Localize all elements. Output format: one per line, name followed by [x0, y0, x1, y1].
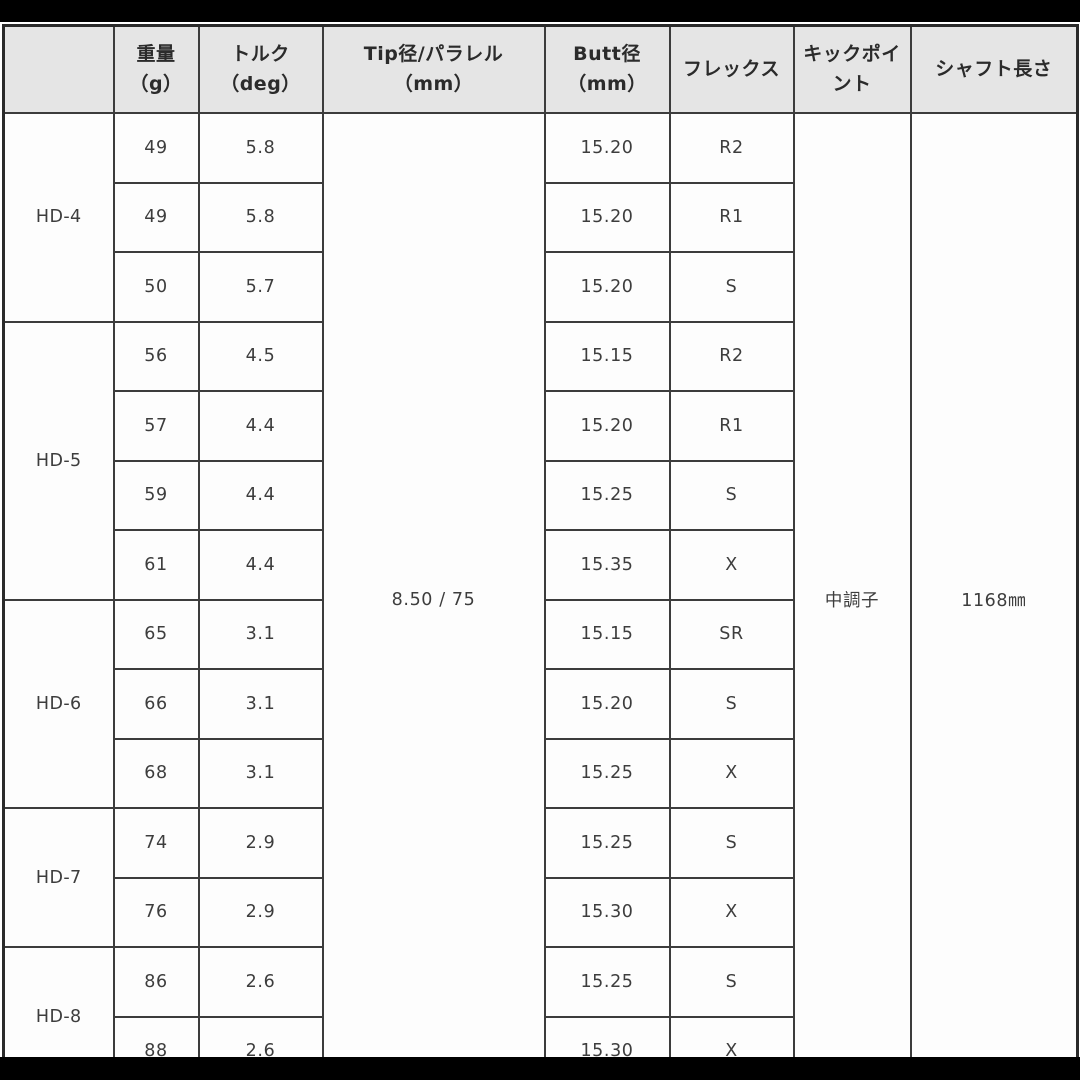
flex-cell: R2: [668, 320, 795, 392]
table-row: HD-4 49 5.8 8.50 / 75 15.20 R2 中調子 1168㎜: [2, 112, 1079, 1080]
spec-table-body: HD-4 49 5.8 8.50 / 75 15.20 R2 中調子 1168㎜ 49 5.8 15…: [2, 112, 1079, 1080]
flex-cell: R1: [668, 390, 795, 462]
bottom-letterbox-bar: [0, 1057, 1080, 1080]
torque-cell: 5.8: [197, 112, 324, 184]
tip-diameter-merged-cell: 8.50 / 75: [321, 112, 546, 1080]
header-model: [2, 24, 115, 114]
weight-cell: 66: [112, 668, 200, 740]
table-row: 50 5.7 15.20 S: [4, 251, 1078, 323]
table-row: 68 3.1 15.25 X: [4, 737, 1078, 809]
weight-cell: 57: [112, 390, 200, 462]
flex-cell: S: [668, 946, 795, 1018]
table-row: HD-5 56 4.5 15.15 R2: [2, 320, 1078, 601]
table-row: HD-8 86 2.6 15.25 S: [2, 946, 1078, 1080]
header-kick-point: キックポイ ント: [792, 24, 912, 114]
header-row: 重量 （g） トルク （deg） Tip径/パラレル （mm） Butt径 （m…: [2, 24, 1079, 114]
torque-cell: 3.1: [197, 737, 324, 809]
butt-diameter-cell: 15.35: [543, 529, 671, 601]
torque-cell: 4.5: [197, 320, 324, 392]
butt-diameter-cell: 15.25: [543, 946, 671, 1018]
butt-diameter-cell: 15.20: [543, 251, 671, 323]
model-cell: HD-7: [2, 807, 115, 948]
butt-diameter-cell: 15.15: [543, 598, 671, 670]
header-tip-diameter: Tip径/パラレル （mm）: [321, 24, 546, 114]
flex-cell: S: [668, 251, 795, 323]
header-weight: 重量 （g）: [112, 24, 200, 114]
flex-cell: X: [668, 876, 795, 948]
weight-cell: 59: [112, 459, 200, 531]
torque-cell: 2.9: [197, 807, 324, 879]
weight-cell: 65: [112, 598, 200, 670]
butt-diameter-cell: 15.25: [543, 737, 671, 809]
header-flex: フレックス: [668, 24, 795, 114]
weight-cell: 50: [112, 251, 200, 323]
table-row: 49 5.8 15.20 R1: [4, 181, 1078, 253]
torque-cell: 4.4: [197, 529, 324, 601]
torque-cell: 4.4: [197, 459, 324, 531]
table-row: 59 4.4 15.25 S: [4, 459, 1078, 531]
weight-cell: 86: [112, 946, 200, 1018]
model-cell: HD-5: [2, 320, 115, 601]
kick-point-merged-cell: 中調子: [792, 112, 912, 1080]
torque-cell: 3.1: [197, 598, 324, 670]
weight-cell: 76: [112, 876, 200, 948]
shaft-spec-table: 重量 （g） トルク （deg） Tip径/パラレル （mm） Butt径 （m…: [2, 24, 1079, 1080]
flex-cell: R1: [668, 181, 795, 253]
table-row: 57 4.4 15.20 R1: [4, 390, 1078, 462]
flex-cell: R2: [668, 112, 795, 184]
butt-diameter-cell: 15.20: [543, 668, 671, 740]
weight-cell: 74: [112, 807, 200, 879]
butt-diameter-cell: 15.20: [543, 390, 671, 462]
model-cell: HD-4: [2, 112, 115, 323]
table-row: 61 4.4 15.35 X: [4, 529, 1078, 601]
flex-cell: X: [668, 737, 795, 809]
table-row: HD-6 65 3.1 15.15 SR: [2, 598, 1078, 809]
header-butt-diameter: Butt径 （mm）: [543, 24, 671, 114]
torque-cell: 5.8: [197, 181, 324, 253]
weight-cell: 68: [112, 737, 200, 809]
table-row: 76 2.9 15.30 X: [4, 876, 1078, 948]
weight-cell: 56: [112, 320, 200, 392]
shaft-length-merged-cell: 1168㎜: [909, 112, 1079, 1080]
header-shaft-length: シャフト長さ: [909, 24, 1079, 114]
table-row: HD-7 74 2.9 15.25 S: [2, 807, 1078, 948]
butt-diameter-cell: 15.15: [543, 320, 671, 392]
flex-cell: X: [668, 529, 795, 601]
butt-diameter-cell: 15.25: [543, 807, 671, 879]
weight-cell: 61: [112, 529, 200, 601]
torque-cell: 3.1: [197, 668, 324, 740]
torque-cell: 5.7: [197, 251, 324, 323]
butt-diameter-cell: 15.30: [543, 876, 671, 948]
flex-cell: SR: [668, 598, 795, 670]
top-letterbox-bar: [0, 0, 1080, 22]
butt-diameter-cell: 15.20: [543, 112, 671, 184]
butt-diameter-cell: 15.20: [543, 181, 671, 253]
torque-cell: 4.4: [197, 390, 324, 462]
header-torque: トルク （deg）: [197, 24, 324, 114]
flex-cell: S: [668, 807, 795, 879]
model-cell: HD-6: [2, 598, 115, 809]
weight-cell: 49: [112, 181, 200, 253]
torque-cell: 2.9: [197, 876, 324, 948]
weight-cell: 49: [112, 112, 200, 184]
flex-cell: S: [668, 668, 795, 740]
butt-diameter-cell: 15.25: [543, 459, 671, 531]
flex-cell: S: [668, 459, 795, 531]
torque-cell: 2.6: [197, 946, 324, 1018]
table-row: 66 3.1 15.20 S: [4, 668, 1078, 740]
